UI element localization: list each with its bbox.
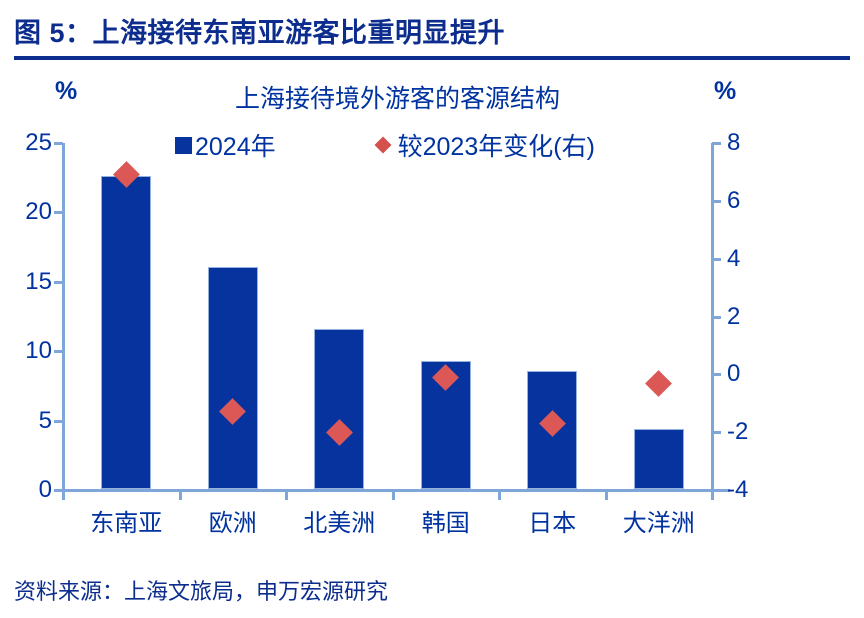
y-axis-left-tick-label: 5	[38, 406, 52, 434]
y-axis-left-tick-label: 0	[38, 476, 52, 503]
bar-5	[633, 428, 684, 489]
y-axis-right-tick	[712, 257, 721, 261]
y-axis-left-tick	[54, 211, 63, 215]
category-label-3: 韩国	[421, 510, 470, 537]
y-axis-right-tick	[712, 373, 721, 377]
y-axis-left-tick	[54, 350, 63, 354]
y-axis-right-tick-label: 6	[727, 186, 741, 214]
x-axis-tick	[498, 490, 501, 500]
y-axis-left-tick-label: 20	[25, 198, 52, 226]
source-note: 资料来源：上海文旅局，申万宏源研究	[14, 579, 389, 604]
y-axis-right-tick	[712, 142, 721, 145]
category-label-1: 欧洲	[208, 510, 257, 537]
y-axis-left-tick-label: 15	[25, 267, 52, 295]
bar-series-swatch-icon	[175, 136, 192, 154]
left-axis-unit-label: %	[55, 77, 78, 105]
legend-item-change: 较2023年变化(右)	[374, 127, 595, 163]
x-axis-tick	[391, 490, 395, 500]
y-axis-right-tick-label: 2	[727, 302, 741, 330]
y-axis-right-tick	[712, 315, 721, 319]
title-underline	[14, 56, 850, 60]
legend-item-2024: 2024年	[175, 127, 276, 163]
category-label-2: 北美洲	[303, 510, 376, 537]
chart-title: 上海接待境外游客的客源结构	[234, 85, 560, 113]
y-axis-left-tick-label: 10	[25, 337, 52, 365]
y-axis-right-tick-label: 8	[727, 129, 741, 156]
y-axis-left-tick	[54, 489, 63, 492]
change-marker-5	[645, 369, 673, 397]
chart-legend: 2024年 较2023年变化(右)	[175, 127, 595, 163]
bar-2	[314, 328, 365, 489]
x-axis-tick	[178, 490, 182, 500]
category-label-5: 大洋洲	[622, 510, 695, 537]
y-axis-right-tick-label: -2	[727, 418, 749, 446]
y-axis-right-line	[711, 143, 714, 500]
x-axis-tick	[604, 490, 608, 500]
figure-title: 图 5：上海接待东南亚游客比重明显提升	[14, 18, 506, 48]
x-axis-tick	[285, 490, 288, 500]
bar-1	[207, 266, 258, 489]
y-axis-right-tick	[712, 199, 721, 203]
category-label-4: 日本	[528, 510, 577, 537]
legend-label-2024: 2024年	[195, 133, 276, 161]
diamond-swatch-icon	[374, 136, 392, 154]
legend-label-change: 较2023年变化(右)	[397, 133, 595, 161]
y-axis-right-tick	[712, 489, 721, 492]
y-axis-left-tick	[54, 280, 63, 284]
category-label-0: 东南亚	[90, 510, 163, 537]
y-axis-left-tick	[54, 419, 63, 423]
y-axis-left-line	[62, 143, 65, 500]
y-axis-left-tick	[54, 142, 63, 145]
right-axis-unit-label: %	[714, 77, 737, 105]
y-axis-right-tick-label: -4	[727, 476, 749, 503]
bar-0	[101, 176, 152, 489]
y-axis-right-tick-label: 0	[727, 360, 741, 388]
y-axis-right-tick-label: 4	[727, 244, 741, 272]
y-axis-left-tick-label: 25	[25, 129, 52, 156]
y-axis-right-tick	[712, 431, 721, 435]
